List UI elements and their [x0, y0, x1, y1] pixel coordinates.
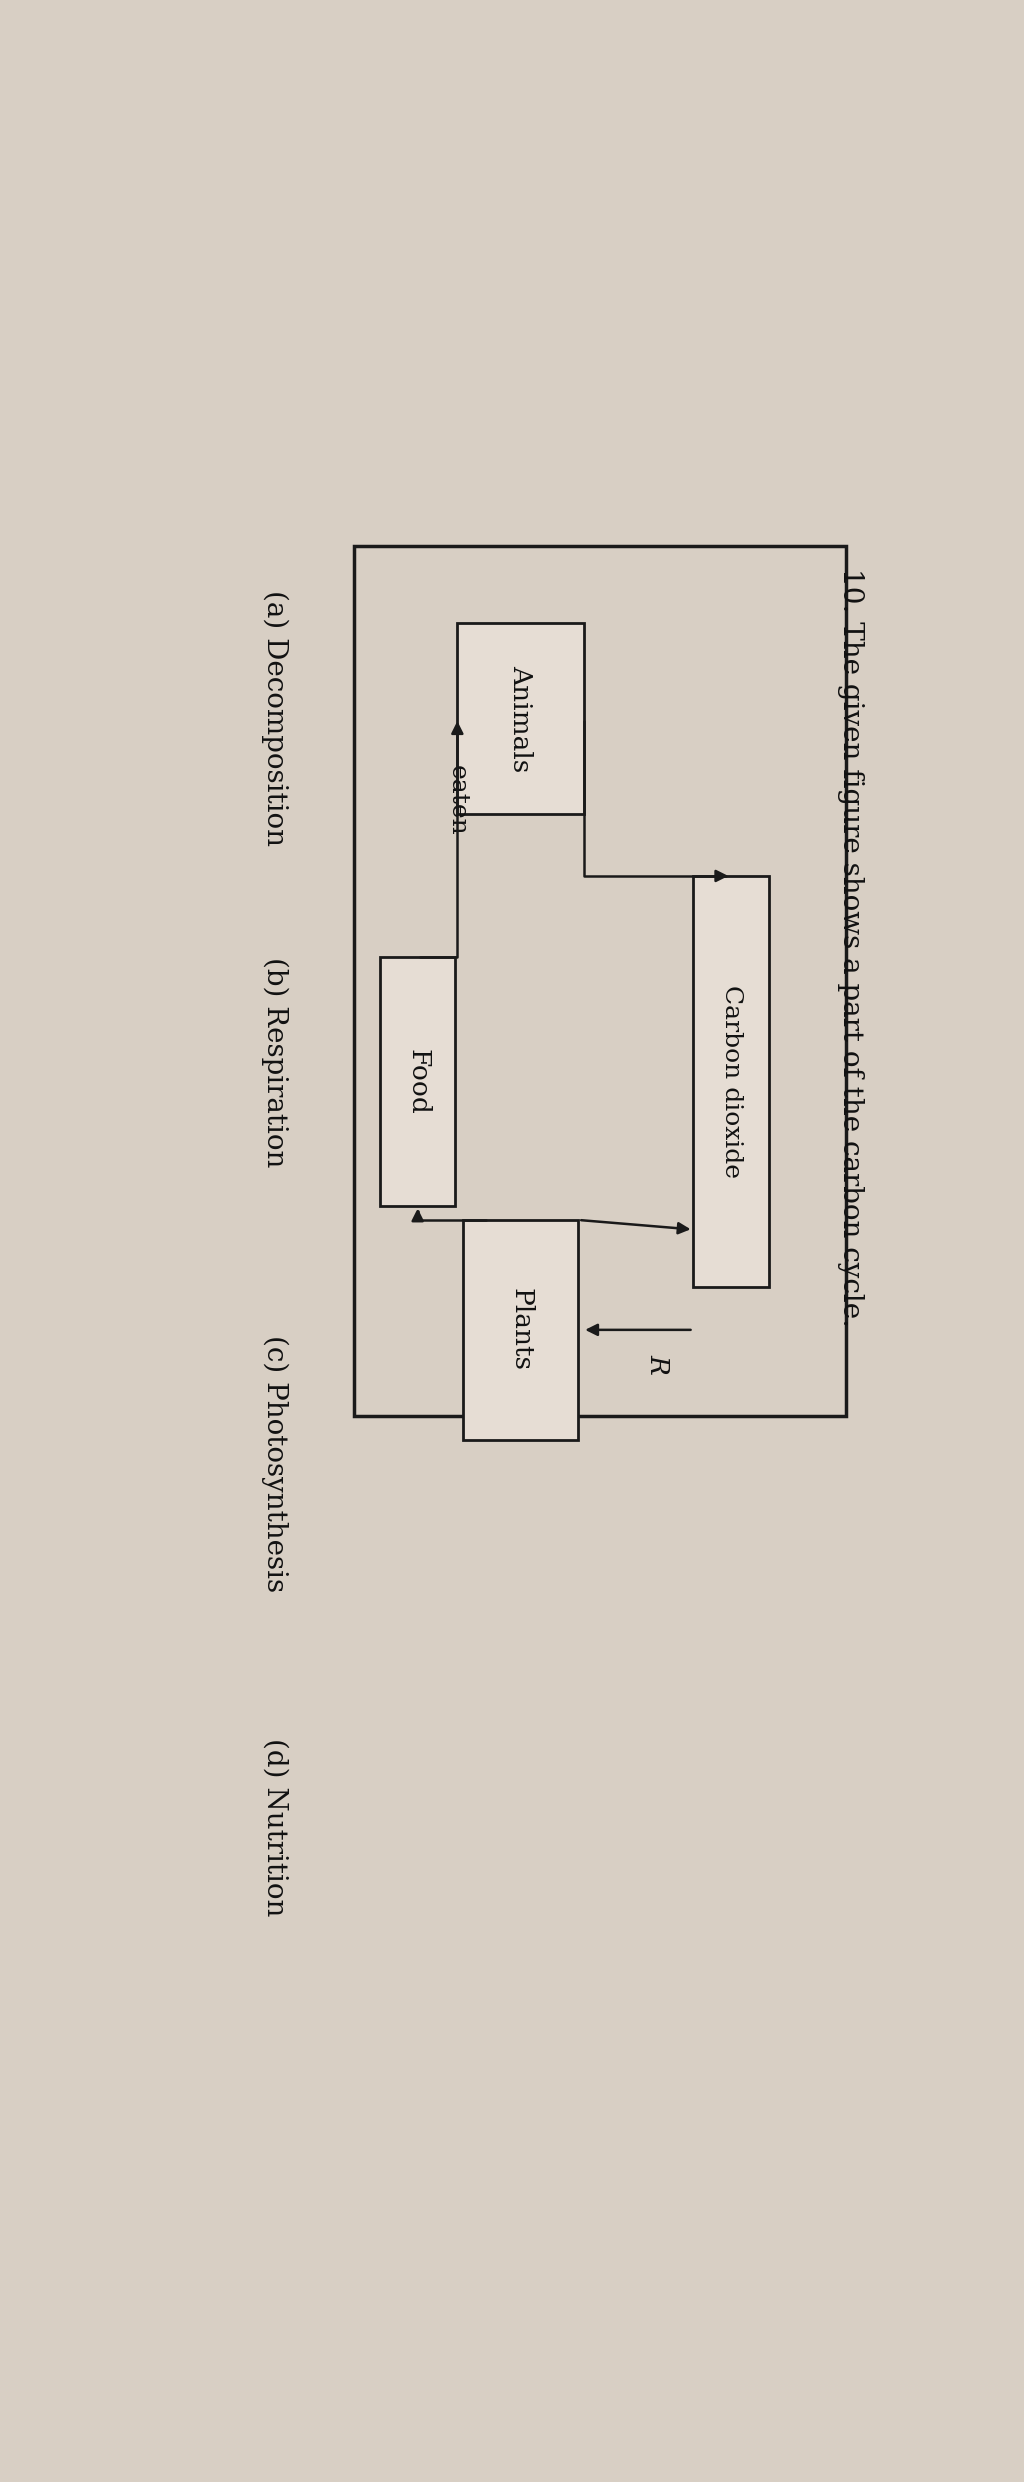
Text: (b) Respiration: (b) Respiration — [261, 958, 289, 1167]
Text: Plants: Plants — [508, 1288, 534, 1373]
Text: (d) Nutrition: (d) Nutrition — [261, 1737, 289, 1916]
Text: Food: Food — [406, 1047, 430, 1114]
FancyBboxPatch shape — [693, 876, 769, 1286]
Bar — [354, 546, 846, 1415]
Text: Carbon dioxide: Carbon dioxide — [720, 985, 742, 1179]
FancyBboxPatch shape — [458, 623, 585, 814]
Text: R: R — [645, 1355, 671, 1375]
Text: (c) Photosynthesis: (c) Photosynthesis — [261, 1335, 289, 1591]
FancyBboxPatch shape — [380, 958, 456, 1206]
Text: (a) Decomposition: (a) Decomposition — [261, 591, 289, 846]
FancyBboxPatch shape — [463, 1221, 579, 1440]
Text: eaten: eaten — [445, 764, 469, 836]
Text: Animals: Animals — [508, 665, 534, 772]
Text: 10. The given figure shows a part of the carbon cycle.: 10. The given figure shows a part of the… — [837, 568, 863, 1328]
